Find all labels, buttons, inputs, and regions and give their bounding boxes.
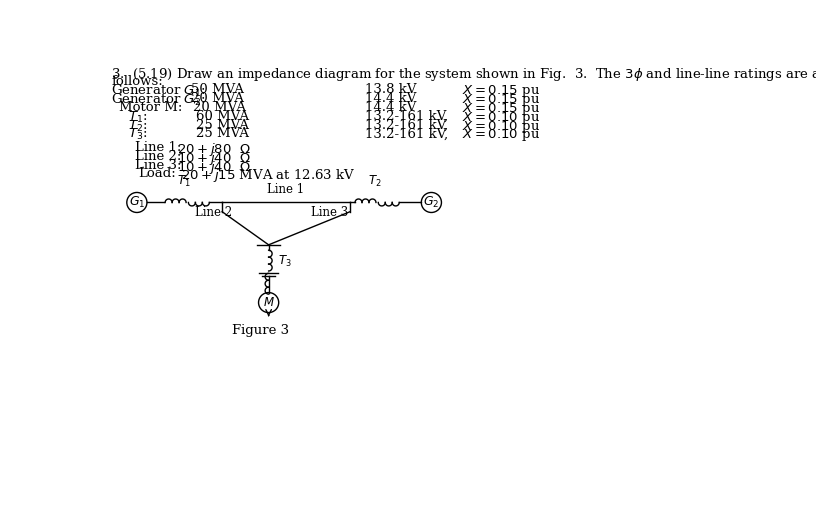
Text: Figure 3: Figure 3 (233, 324, 290, 337)
Text: $M$: $M$ (263, 296, 274, 309)
Text: Motor M:: Motor M: (119, 101, 183, 114)
Text: Line 2: Line 2 (195, 206, 233, 220)
Text: $T_2$: $T_2$ (368, 174, 382, 189)
Text: $10 + j40\ \ \Omega$: $10 + j40\ \ \Omega$ (177, 150, 251, 167)
Text: $T_1$: $T_1$ (176, 174, 190, 189)
Text: follows:: follows: (111, 75, 163, 88)
Text: $X = 0.15$ pu: $X = 0.15$ pu (463, 92, 540, 108)
Text: $G_1$: $G_1$ (129, 195, 145, 210)
Text: 25 MVA: 25 MVA (196, 119, 249, 131)
Text: $G_2$: $G_2$ (424, 195, 440, 210)
Text: 13.2-161 kV,: 13.2-161 kV, (366, 110, 449, 123)
Text: $X = 0.15$ pu: $X = 0.15$ pu (463, 101, 540, 117)
Text: $X = 0.15$ pu: $X = 0.15$ pu (463, 83, 540, 99)
Text: Line 3: Line 3 (311, 206, 348, 220)
Text: $T_2$:: $T_2$: (128, 119, 148, 134)
Text: $X = 0.10$ pu: $X = 0.10$ pu (463, 119, 540, 134)
Text: 13.8 kV: 13.8 kV (366, 83, 417, 96)
Text: $X = 0.10$ pu: $X = 0.10$ pu (463, 127, 540, 144)
Text: 3.  (5.19) Draw an impedance diagram for the system shown in Fig.  3.  The $3\ph: 3. (5.19) Draw an impedance diagram for … (111, 66, 816, 83)
Text: Line 2:: Line 2: (135, 150, 181, 163)
Text: $10 + j40\ \ \Omega$: $10 + j40\ \ \Omega$ (177, 159, 251, 175)
Text: Load:: Load: (139, 167, 176, 181)
Text: 20 MVA: 20 MVA (193, 101, 246, 114)
Text: $T_3$:: $T_3$: (128, 127, 148, 143)
Text: Line 1: Line 1 (267, 183, 304, 196)
Text: 14.4 kV: 14.4 kV (366, 92, 417, 105)
Text: 50 MVA: 50 MVA (191, 83, 244, 96)
Text: $20 + j15$ MVA at 12.63 kV: $20 + j15$ MVA at 12.63 kV (181, 167, 355, 185)
Text: 13.2-161 kV,: 13.2-161 kV, (366, 119, 449, 131)
Text: 20 MVA: 20 MVA (191, 92, 244, 105)
Text: $X = 0.10$ pu: $X = 0.10$ pu (463, 110, 540, 126)
Text: $T_3$: $T_3$ (278, 254, 291, 269)
Text: $20 + j80\ \ \Omega$: $20 + j80\ \ \Omega$ (177, 141, 251, 158)
Text: 60 MVA: 60 MVA (196, 110, 250, 123)
Text: $T_1$:: $T_1$: (128, 110, 148, 125)
Text: Line 3:: Line 3: (135, 159, 181, 171)
Text: Line 1:: Line 1: (135, 141, 181, 154)
Text: 25 MVA: 25 MVA (196, 127, 249, 141)
Text: Generator $G_2$:: Generator $G_2$: (111, 92, 206, 108)
Text: Generator $G_1$:: Generator $G_1$: (111, 83, 206, 99)
Text: 13.2-161 kV,: 13.2-161 kV, (366, 127, 449, 141)
Text: 14.4 kV: 14.4 kV (366, 101, 417, 114)
